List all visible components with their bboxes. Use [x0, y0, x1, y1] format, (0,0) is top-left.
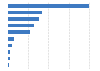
Bar	[8, 63, 9, 67]
Bar	[8, 4, 89, 8]
Bar	[8, 50, 10, 54]
Bar	[8, 11, 42, 14]
Bar	[8, 17, 39, 21]
Bar	[8, 30, 30, 34]
Bar	[8, 24, 34, 27]
Bar	[8, 37, 14, 41]
Bar	[8, 44, 12, 47]
Bar	[8, 57, 10, 60]
